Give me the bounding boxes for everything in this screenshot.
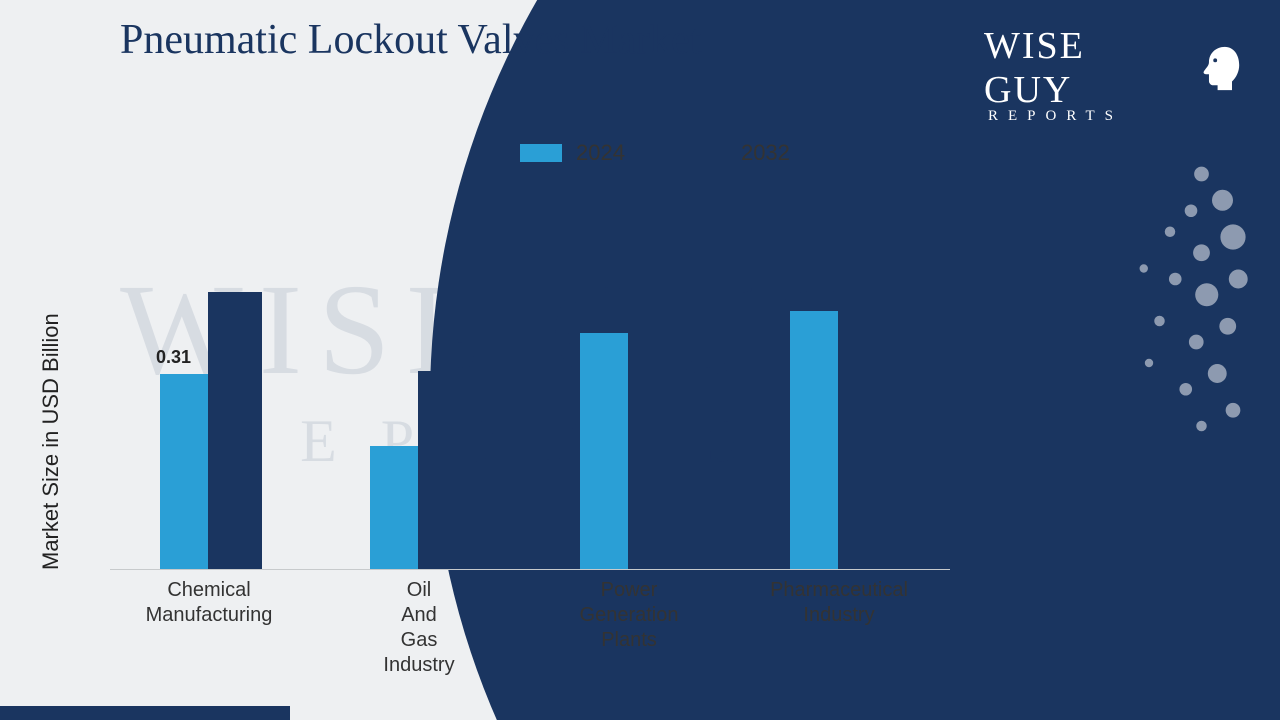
x-category-label: PharmaceuticalIndustry [750, 578, 928, 628]
legend-swatch-b [685, 144, 727, 162]
bar-series-a [790, 311, 844, 569]
x-category-label: ChemicalManufacturing [120, 578, 298, 628]
chart-canvas: WISE GUY REPORTS WISE GUY REPORTS Pneuma… [0, 0, 1280, 720]
dot-cloud-icon [1044, 150, 1254, 450]
bar-group [580, 207, 682, 569]
plot-area: 0.31 [110, 180, 950, 570]
legend-swatch-a [520, 144, 562, 162]
head-icon [1196, 44, 1244, 92]
bar-series-a [370, 446, 424, 569]
legend-item-b: 2032 [685, 140, 790, 166]
bar-series-a [160, 374, 214, 569]
bar-value-label: 0.31 [156, 347, 191, 368]
x-category-label: OilAndGasIndustry [330, 578, 508, 678]
logo-sub: REPORTS [984, 108, 1244, 125]
x-axis-labels: ChemicalManufacturing OilAndGasIndustry Po… [110, 578, 950, 708]
brand-logo: WISE GUY REPORTS [984, 24, 1244, 125]
bar-series-a [580, 333, 634, 569]
bar-series-b [418, 371, 472, 569]
footer-accent-bar [0, 706, 290, 720]
legend-label-b: 2032 [741, 140, 790, 166]
bar-series-b [628, 207, 682, 569]
legend: 2024 2032 [520, 140, 790, 166]
chart-title: Pneumatic Lockout Valves Market [120, 16, 701, 64]
bar-series-b [208, 292, 262, 569]
legend-item-a: 2024 [520, 140, 625, 166]
logo-main: WISE GUY [984, 24, 1184, 112]
x-category-label: PowerGenerationPlants [540, 578, 718, 653]
bar-group [370, 371, 472, 569]
bar-series-b [838, 220, 892, 569]
bar-group [160, 292, 262, 569]
legend-label-a: 2024 [576, 140, 625, 166]
y-axis-label: Market Size in USD Billion [38, 313, 64, 570]
bar-group [790, 220, 892, 569]
